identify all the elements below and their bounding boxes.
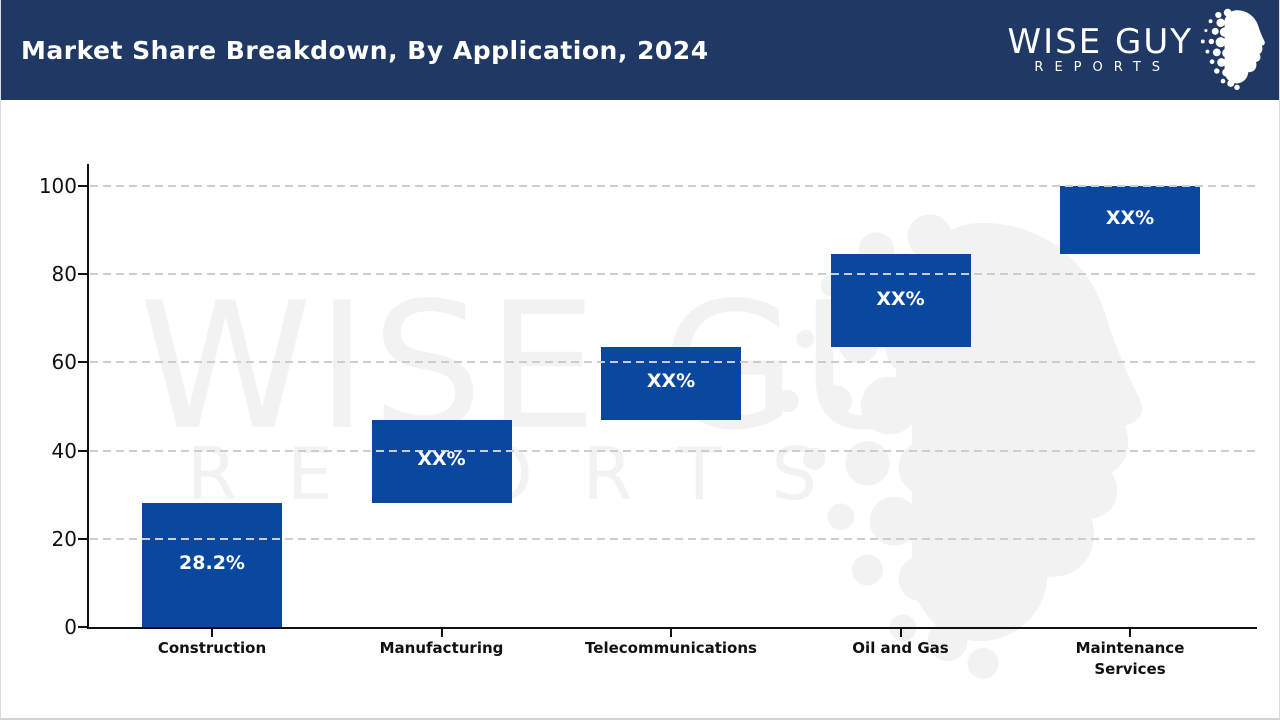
y-axis-line: [87, 163, 89, 629]
logo-subtitle: REPORTS: [1034, 60, 1172, 75]
x-tick-label-oil-and-gas: Oil and Gas: [852, 639, 949, 657]
y-tick-20: [78, 537, 87, 540]
gridline-40: [90, 449, 1257, 452]
wise-guy-logo: WISE GUY REPORTS: [1007, 7, 1265, 93]
x-tick-maintenance-services: [1129, 629, 1131, 637]
bar-construction: [142, 502, 282, 627]
logo-name: WISE GUY: [1007, 22, 1193, 62]
waterfall-chart: WISE GUY REPORTS 0 20 40 60 80 100 28.2% Constr…: [1, 100, 1279, 718]
bar-value-label-telecommunications: XX%: [646, 370, 696, 393]
bar-manufacturing: [371, 419, 512, 503]
x-tick-label-telecommunications: Telecommunications: [585, 639, 757, 657]
x-tick-label-construction: Construction: [157, 639, 267, 657]
x-tick-label-maintenance-services: Maintenance Services: [1075, 639, 1185, 678]
bar-telecommunications: [601, 346, 741, 420]
x-tick-label-manufacturing: Manufacturing: [379, 639, 504, 657]
x-tick-telecommunications: [670, 629, 672, 637]
y-tick-100: [78, 185, 87, 187]
y-tick-label-20: 20: [51, 526, 77, 551]
gridline-60: [90, 361, 1257, 364]
y-tick-0: [78, 626, 87, 628]
gridline-20: [90, 537, 1257, 540]
bar-value-label-oil-and-gas: XX%: [876, 287, 925, 310]
gridline-100: [90, 185, 1257, 187]
y-tick-label-40: 40: [51, 438, 77, 463]
gridline-80: [90, 273, 1257, 276]
y-tick-80: [78, 273, 87, 276]
x-axis-line: [87, 627, 1257, 629]
y-tick-label-60: 60: [51, 350, 77, 375]
header: Market Share Breakdown, By Application, …: [1, 0, 1279, 100]
bar-value-label-manufacturing: XX%: [417, 448, 466, 471]
x-tick-construction: [211, 629, 213, 637]
bar-maintenance-services: [1060, 186, 1200, 255]
logo-text: WISE GUY REPORTS: [1007, 24, 1193, 76]
y-tick-label-100: 100: [38, 174, 77, 198]
bar-value-label-construction: 28.2%: [179, 551, 245, 574]
y-tick-60: [78, 361, 87, 364]
wise-guy-face-icon: [1195, 7, 1265, 93]
x-tick-oil-and-gas: [899, 629, 902, 637]
x-tick-manufacturing: [440, 629, 443, 637]
y-tick-label-80: 80: [51, 262, 77, 287]
bar-value-label-maintenance-services: XX%: [1105, 207, 1155, 230]
y-tick-40: [78, 449, 87, 452]
bar-oil-and-gas: [830, 254, 971, 347]
y-tick-label-0: 0: [64, 615, 77, 639]
page-title: Market Share Breakdown, By Application, …: [21, 35, 709, 65]
